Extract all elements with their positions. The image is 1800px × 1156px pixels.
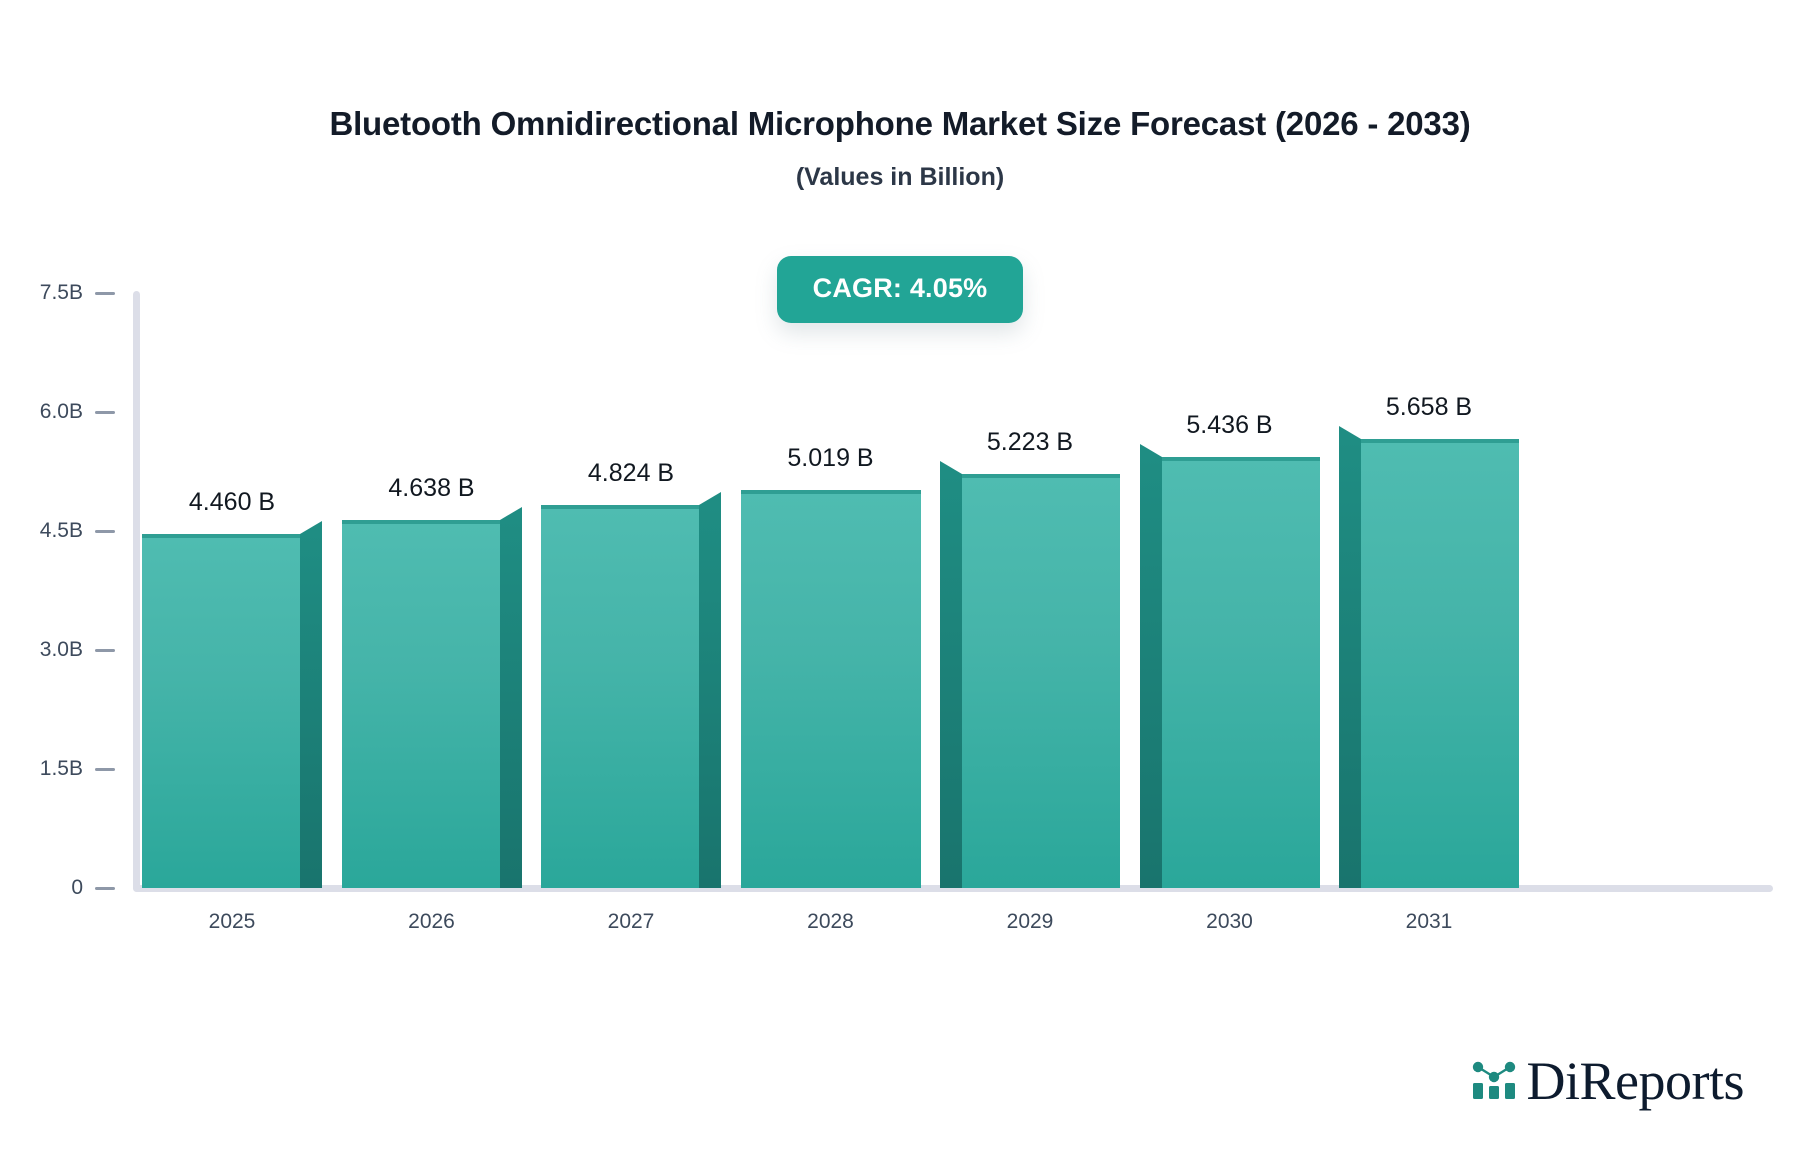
x-axis-tick-label: 2029 <box>1006 910 1054 933</box>
y-axis-line <box>133 291 140 891</box>
bar-3d-side-panel <box>1339 426 1361 888</box>
y-axis-tick: 0 <box>0 877 133 899</box>
y-axis-tick-label: 1.5B <box>39 757 83 780</box>
bar-column[interactable]: 5.223 B <box>940 428 1120 888</box>
bar-body[interactable] <box>541 505 699 888</box>
bar-value-label: 5.223 B <box>986 427 1074 456</box>
y-axis-tick: 1.5B <box>0 758 133 780</box>
bar-chart-logo-icon <box>1472 1061 1515 1099</box>
y-axis-tick-label: 3.0B <box>39 638 83 661</box>
chart-header: Bluetooth Omnidirectional Microphone Mar… <box>0 0 1800 192</box>
y-axis-tick-mark <box>95 768 115 771</box>
y-axis-tick-label: 4.5B <box>39 519 83 542</box>
y-axis-tick-mark <box>95 649 115 652</box>
bar-column[interactable]: 5.436 B <box>1139 411 1320 888</box>
bar-3d-side-panel <box>940 460 962 888</box>
y-axis-tick: 3.0B <box>0 639 133 661</box>
bar-column[interactable]: 4.824 B <box>541 459 721 888</box>
bar-3d-side-panel <box>300 521 322 888</box>
bar-body[interactable] <box>1361 439 1519 888</box>
bar-body[interactable] <box>1161 456 1320 888</box>
bar-column[interactable]: 5.019 B <box>740 444 921 888</box>
x-axis-tick-label: 2030 <box>1206 910 1253 933</box>
bar-value-label: 4.460 B <box>188 488 276 517</box>
bar-3d-side-panel <box>1139 443 1162 888</box>
bar-body[interactable] <box>142 534 300 888</box>
bar-body[interactable] <box>341 520 500 888</box>
bar-body[interactable] <box>740 489 921 888</box>
x-axis-line <box>133 885 1773 892</box>
bar-column[interactable]: 4.460 B <box>142 488 322 888</box>
chart-subtitle: (Values in Billion) <box>795 162 1005 191</box>
bar-value-label: 4.638 B <box>388 474 475 503</box>
bar-3d-side-panel <box>699 492 721 888</box>
bar-value-label: 4.824 B <box>587 459 675 488</box>
x-axis-tick-label: 2026 <box>408 910 455 933</box>
x-axis-tick-label: 2028 <box>807 910 854 933</box>
bar-value-label: 5.019 B <box>787 443 874 472</box>
y-axis-tick-mark <box>95 530 115 533</box>
x-axis-tick-label: 2025 <box>208 910 256 933</box>
y-axis-tick-mark <box>95 887 115 890</box>
y-axis-tick-mark <box>95 292 115 295</box>
y-axis-tick-label: 6.0B <box>39 400 83 423</box>
bar-3d-side-panel <box>499 507 522 888</box>
x-axis-tick-label: 2027 <box>607 910 655 933</box>
x-axis-labels: 2025 2026 2027 2028 2029 2030 2031 <box>0 910 1800 950</box>
direports-logo: DiReports <box>1469 1051 1745 1111</box>
y-axis-tick: 6.0B <box>0 401 133 423</box>
y-axis-tick: 7.5B <box>0 282 133 304</box>
logo-wordmark: DiReports <box>1526 1051 1745 1111</box>
y-axis-tick-label: 0 <box>71 876 83 899</box>
x-axis-tick-label: 2031 <box>1405 910 1453 933</box>
page-title: Bluetooth Omnidirectional Microphone Mar… <box>329 105 1471 142</box>
y-axis-tick: 4.5B <box>0 520 133 542</box>
y-axis-tick-label: 7.5B <box>39 281 83 304</box>
bar-value-label: 5.658 B <box>1385 393 1473 422</box>
bar-column[interactable]: 4.638 B <box>341 474 522 888</box>
bar-column[interactable]: 5.658 B <box>1339 393 1519 888</box>
bar-body[interactable] <box>962 473 1120 888</box>
bar-value-label: 5.436 B <box>1186 410 1273 439</box>
y-axis-tick-mark <box>95 411 115 414</box>
